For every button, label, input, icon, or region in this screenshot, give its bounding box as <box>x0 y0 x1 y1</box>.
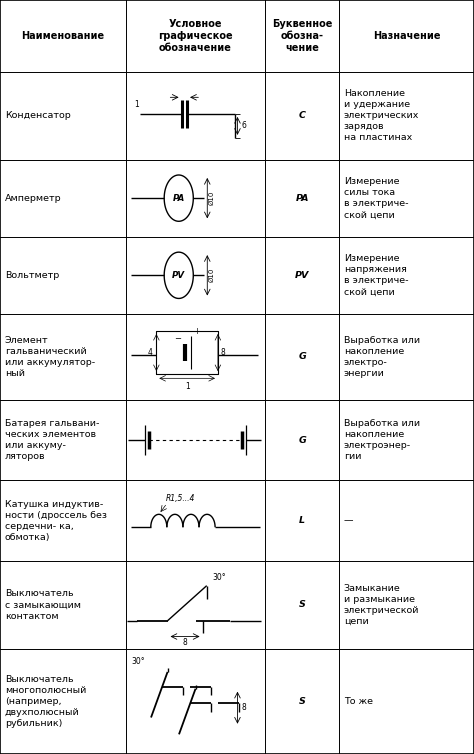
Text: 30°: 30° <box>131 657 145 667</box>
Text: Батарея гальвани-
ческих элементов
или аккуму-
ляторов: Батарея гальвани- ческих элементов или а… <box>5 419 99 461</box>
Text: L: L <box>299 516 305 526</box>
Text: —: — <box>344 516 353 526</box>
Text: G: G <box>298 352 306 361</box>
Text: Назначение: Назначение <box>373 31 440 41</box>
Text: G: G <box>298 436 306 445</box>
Text: Замыкание
и размыкание
электрической
цепи: Замыкание и размыкание электрической цеп… <box>344 584 419 626</box>
Text: PA: PA <box>173 194 185 203</box>
Text: 4: 4 <box>147 348 152 357</box>
Text: +: + <box>193 326 201 336</box>
Text: S: S <box>299 697 306 706</box>
Text: Выключатель
многополюсный
(например,
двухполюсный
рубильник): Выключатель многополюсный (например, дву… <box>5 675 86 728</box>
Text: 8: 8 <box>221 348 226 357</box>
Text: R1,5...4: R1,5...4 <box>166 494 195 503</box>
Text: 1: 1 <box>185 382 190 391</box>
Text: −: − <box>174 334 181 343</box>
Text: Ø10: Ø10 <box>209 268 215 283</box>
Text: Измерение
напряжения
в электриче-
ской цепи: Измерение напряжения в электриче- ской ц… <box>344 254 408 296</box>
Text: Буквенное
обозна-
чение: Буквенное обозна- чение <box>272 19 332 54</box>
Text: То же: То же <box>344 697 373 706</box>
Text: 8: 8 <box>182 639 187 647</box>
Text: PV: PV <box>295 271 310 280</box>
Text: Выключатель
с замыкающим
контактом: Выключатель с замыкающим контактом <box>5 590 81 621</box>
Text: Наименование: Наименование <box>21 31 104 41</box>
Text: Ø10: Ø10 <box>209 191 215 205</box>
Text: Выработка или
накопление
электро-
энергии: Выработка или накопление электро- энерги… <box>344 336 420 378</box>
Text: Выработка или
накопление
электроэнер-
гии: Выработка или накопление электроэнер- ги… <box>344 419 420 461</box>
Text: PA: PA <box>295 194 309 203</box>
Text: Измерение
силы тока
в электриче-
ской цепи: Измерение силы тока в электриче- ской це… <box>344 177 408 219</box>
Text: Вольтметр: Вольтметр <box>5 271 59 280</box>
Text: 30°: 30° <box>212 573 226 582</box>
Text: Условное
графическое
обозначение: Условное графическое обозначение <box>158 19 233 54</box>
Text: Элемент
гальванический
или аккумулятор-
ный: Элемент гальванический или аккумулятор- … <box>5 336 95 378</box>
Text: 1: 1 <box>134 100 139 109</box>
Text: Накопление
и удержание
электрических
зарядов
на пластинах: Накопление и удержание электрических зар… <box>344 89 419 143</box>
Text: C: C <box>299 112 306 120</box>
Text: Катушка индуктив-
ности (дроссель без
сердечни- ка,
обмотка): Катушка индуктив- ности (дроссель без се… <box>5 500 107 542</box>
Text: 6: 6 <box>242 121 246 130</box>
Text: Амперметр: Амперметр <box>5 194 61 203</box>
Text: S: S <box>299 600 306 609</box>
Text: 8: 8 <box>242 703 246 713</box>
Text: Конденсатор: Конденсатор <box>5 112 71 120</box>
Text: PV: PV <box>172 271 185 280</box>
